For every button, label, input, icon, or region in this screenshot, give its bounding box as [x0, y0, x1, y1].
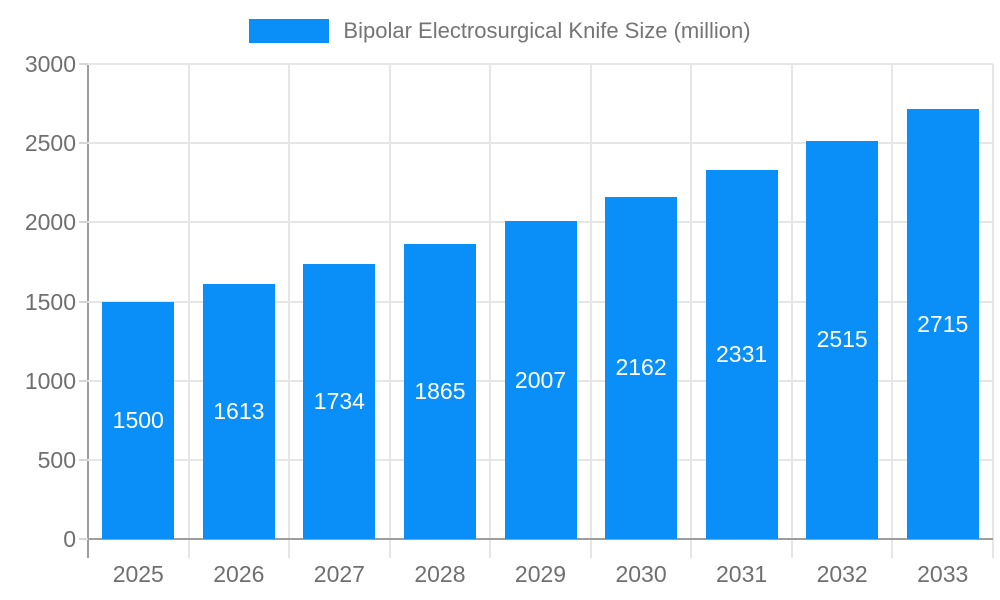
y-tick: [79, 538, 88, 540]
x-tick-label: 2026: [213, 561, 265, 587]
bar[interactable]: 1865: [403, 243, 476, 539]
bar[interactable]: 1734: [303, 264, 376, 539]
bar-value-label: 2331: [716, 340, 768, 367]
bar-value-label: 2162: [615, 354, 667, 381]
v-gridline: [288, 64, 291, 558]
bar-value-label: 2515: [816, 326, 868, 353]
bar[interactable]: 1500: [102, 301, 175, 539]
bar[interactable]: 2515: [806, 140, 879, 539]
x-tick-label: 2029: [514, 561, 567, 587]
y-tick: [79, 142, 88, 145]
bar-value-label: 1865: [414, 377, 466, 404]
v-gridline: [187, 64, 190, 558]
x-tick-label: 2033: [917, 561, 969, 587]
y-tick-label: 500: [37, 446, 76, 473]
bar-value-label: 2007: [514, 366, 567, 393]
bar[interactable]: 2007: [504, 221, 577, 539]
h-gridline: [88, 63, 993, 65]
y-tick-label: 1000: [24, 367, 76, 394]
bar-value-label: 1500: [112, 406, 164, 433]
h-gridline: [88, 142, 993, 145]
v-gridline: [489, 64, 492, 558]
y-tick: [79, 379, 88, 382]
bar[interactable]: 2162: [605, 196, 678, 539]
x-tick-label: 2030: [615, 561, 667, 587]
bar-value-label: 1613: [213, 397, 265, 424]
y-tick: [79, 300, 88, 303]
bar-value-label: 1734: [313, 388, 365, 415]
y-tick-label: 1500: [24, 288, 76, 315]
v-gridline: [790, 64, 793, 558]
y-tick-label: 0: [63, 526, 76, 552]
x-tick-label: 2031: [716, 561, 768, 587]
y-axis-line: [87, 64, 89, 558]
legend-color-swatch: [249, 19, 330, 43]
x-tick-label: 2027: [313, 561, 365, 587]
x-tick-label: 2032: [816, 561, 868, 587]
bar[interactable]: 2715: [906, 109, 979, 539]
y-tick-label: 2500: [24, 130, 76, 157]
bar-value-label: 2715: [917, 310, 969, 337]
x-tick-label: 2028: [414, 561, 466, 587]
x-axis-line: [88, 538, 993, 540]
legend[interactable]: Bipolar Electrosurgical Knife Size (mill…: [0, 16, 1000, 46]
v-gridline: [690, 64, 693, 558]
v-gridline: [891, 64, 894, 558]
x-tick-label: 2025: [112, 561, 164, 587]
bar[interactable]: 1613: [202, 283, 275, 539]
bar[interactable]: 2331: [705, 169, 778, 539]
y-tick: [79, 63, 88, 65]
plot-area: 0 500 1000 1500 2000 2500 3000 1500 1613 1734 1865…: [25, 51, 994, 587]
y-tick: [79, 458, 88, 461]
v-gridline: [992, 64, 994, 558]
y-tick-label: 3000: [24, 51, 76, 77]
v-gridline: [589, 64, 592, 558]
y-tick: [79, 221, 88, 224]
y-tick-label: 2000: [24, 209, 76, 236]
v-gridline: [388, 64, 391, 558]
legend-label: Bipolar Electrosurgical Knife Size (mill…: [343, 18, 751, 43]
